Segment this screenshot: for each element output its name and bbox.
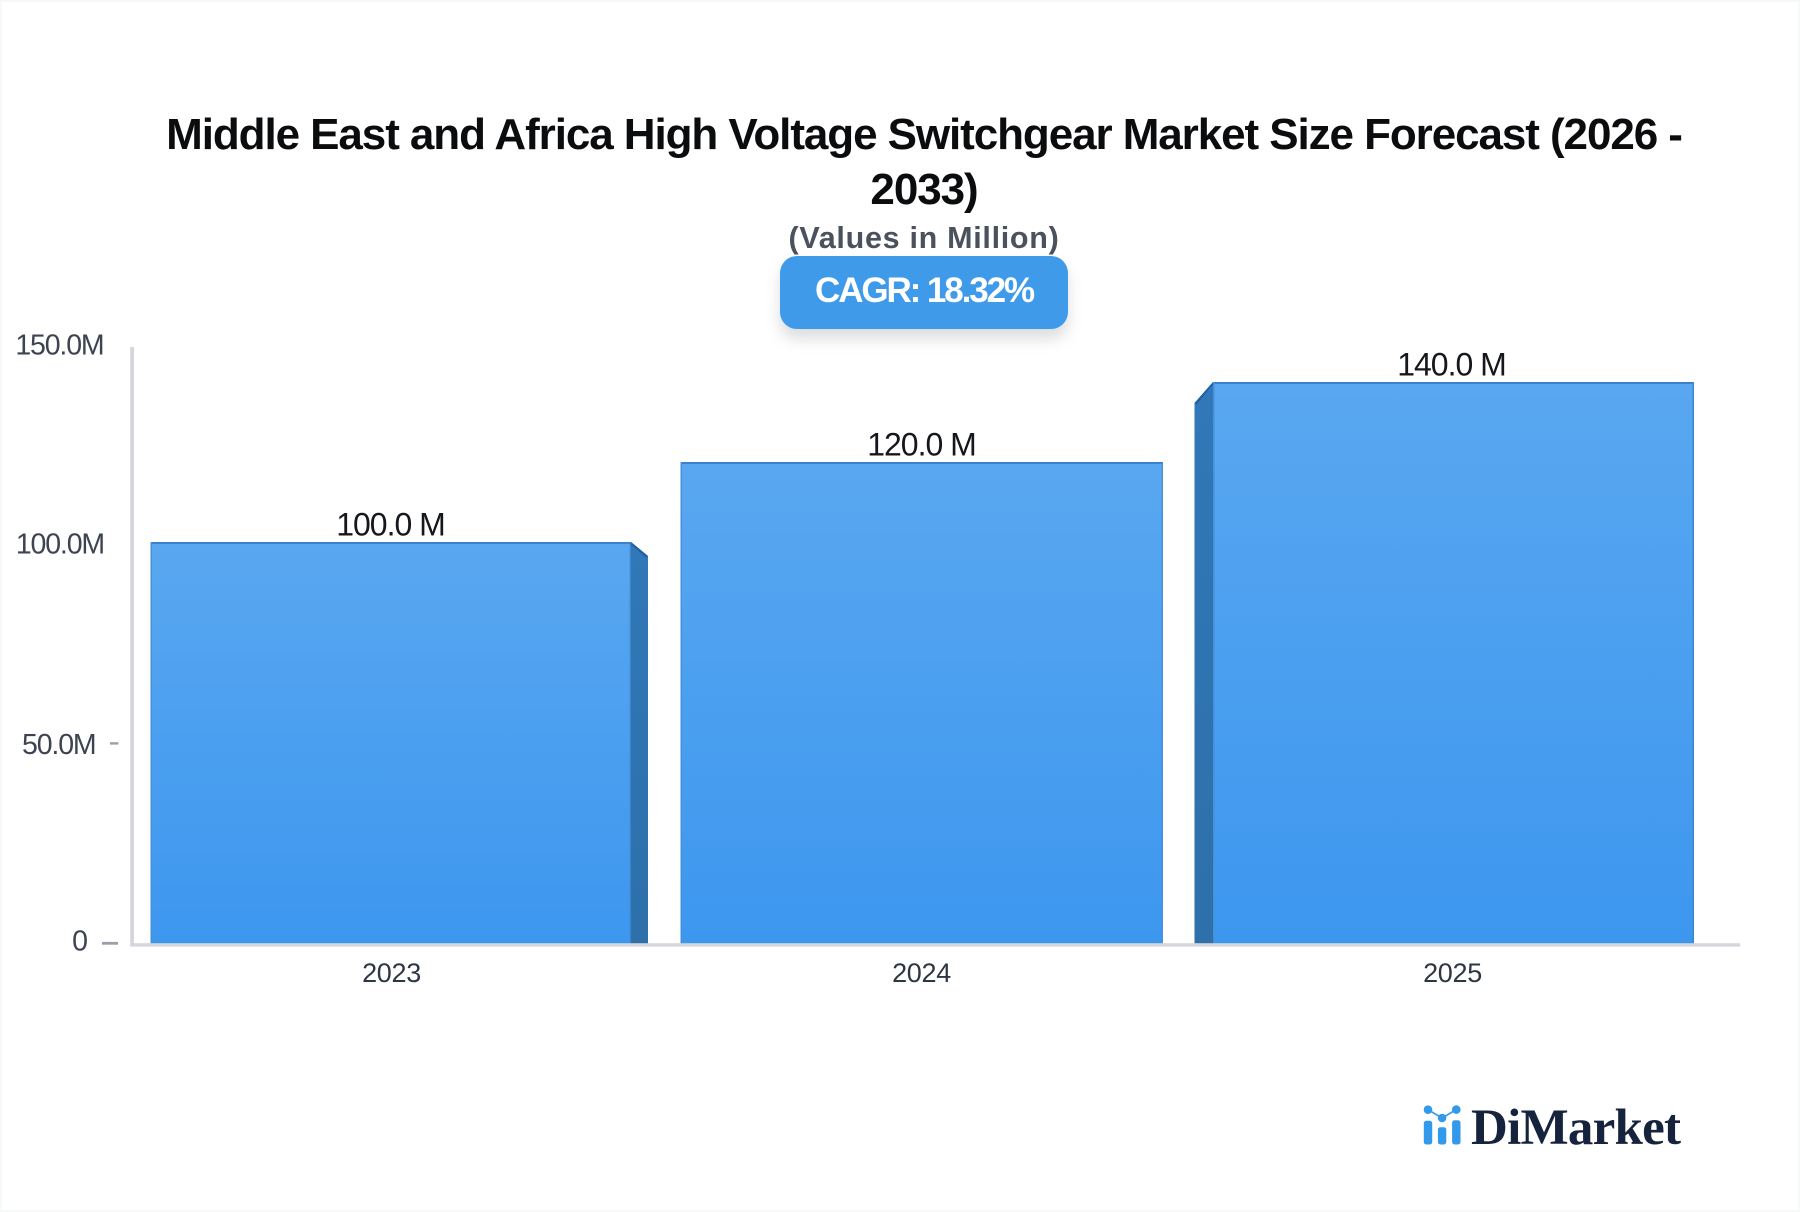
svg-text:DiMarket: DiMarket — [1471, 1100, 1681, 1156]
svg-text:2023: 2023 — [362, 958, 421, 988]
svg-text:2025: 2025 — [1423, 958, 1482, 988]
svg-text:2024: 2024 — [892, 958, 951, 988]
svg-text:50.0M: 50.0M — [22, 729, 95, 761]
svg-text:100.0 M: 100.0 M — [336, 507, 445, 543]
svg-text:0: 0 — [72, 926, 88, 958]
svg-text:150.0M: 150.0M — [15, 330, 103, 362]
svg-text:100.0M: 100.0M — [16, 529, 104, 561]
svg-text:120.0 M: 120.0 M — [867, 427, 976, 463]
svg-text:140.0 M: 140.0 M — [1397, 347, 1506, 383]
